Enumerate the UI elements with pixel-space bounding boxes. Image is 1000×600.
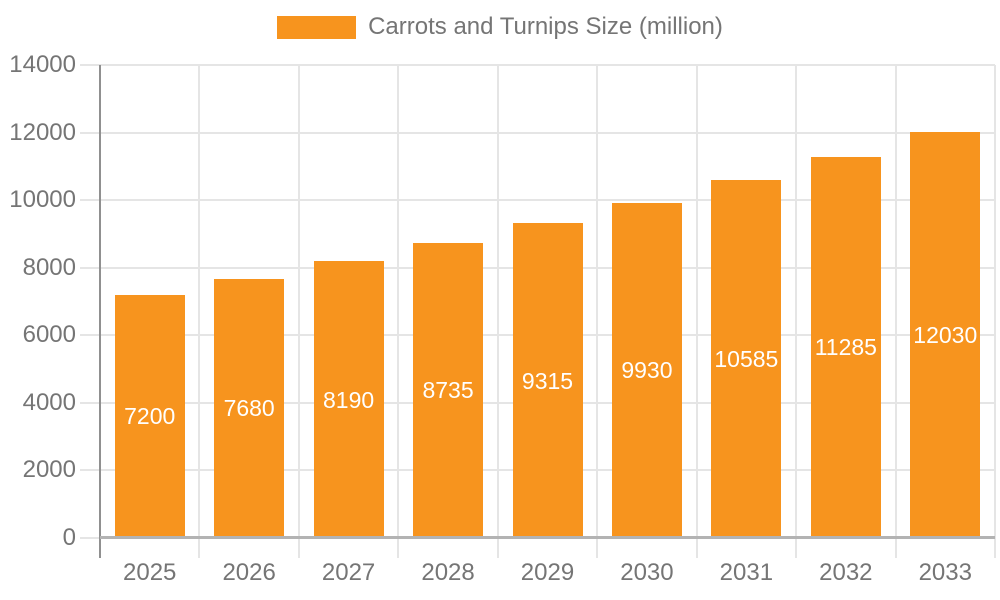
bar-value-label: 9315 [521, 367, 574, 394]
y-tick-label: 6000 [22, 321, 76, 349]
x-gridline [397, 65, 400, 558]
x-tick-label: 2032 [819, 559, 873, 586]
bar-value-label: 12030 [913, 321, 978, 348]
bar-value-label: 10585 [714, 346, 779, 373]
x-tick-label: 2026 [222, 559, 276, 586]
bar-value-label: 8190 [323, 386, 375, 413]
x-gridline [795, 65, 798, 558]
y-tick-label: 2000 [22, 456, 76, 484]
bar-2025[interactable]: 7200 [114, 294, 185, 538]
bar-value-label: 9930 [621, 357, 673, 384]
plot-area: 0 2000 4000 6000 8000 10000 12000 14000 7200 7680… [9, 51, 996, 586]
x-gridline [994, 65, 996, 558]
x-tick-label: 2029 [520, 559, 575, 586]
y-axis-line [99, 65, 101, 558]
x-axis-line [100, 536, 995, 539]
x-gridline [596, 65, 599, 558]
y-tick-label: 0 [62, 524, 76, 551]
x-tick-label: 2025 [123, 559, 177, 586]
bar-value-label: 7200 [124, 403, 176, 430]
bar-2030[interactable]: 9930 [611, 202, 682, 538]
x-tick-label: 2030 [620, 559, 674, 586]
bar-2028[interactable]: 8735 [413, 242, 484, 538]
y-tick-label: 8000 [22, 253, 76, 281]
bar-value-label: 8735 [422, 377, 474, 404]
bar-value-label: 11285 [814, 334, 877, 361]
bar-2029[interactable]: 9315 [512, 223, 583, 538]
y-tick-label: 14000 [9, 51, 76, 78]
bar-2027[interactable]: 8190 [313, 261, 384, 538]
y-tick-label: 4000 [22, 388, 76, 416]
x-tick-label: 2031 [719, 559, 774, 586]
y-tick-label: 12000 [9, 118, 76, 146]
x-tick-label: 2033 [918, 559, 972, 586]
x-gridline [695, 65, 698, 558]
bar-2031[interactable]: 10585 [711, 180, 782, 538]
x-gridline [198, 65, 201, 558]
x-gridline [496, 65, 499, 558]
legend[interactable]: Carrots and Turnips Size (million) [0, 14, 1000, 40]
legend-label: Carrots and Turnips Size (million) [368, 13, 723, 40]
y-gridline [80, 131, 995, 134]
x-gridline [297, 65, 300, 558]
bar-2033[interactable]: 12030 [910, 131, 981, 538]
bar-value-label: 7680 [223, 395, 275, 422]
legend-swatch [277, 15, 357, 39]
bar-2026[interactable]: 7680 [214, 278, 285, 538]
y-gridline [80, 199, 995, 202]
x-tick-label: 2028 [421, 559, 475, 586]
x-tick-label: 2027 [321, 559, 376, 586]
bar-2032[interactable]: 11285 [810, 156, 881, 538]
y-gridline [80, 64, 995, 66]
x-gridline [894, 65, 897, 558]
y-tick-label: 10000 [9, 186, 76, 214]
